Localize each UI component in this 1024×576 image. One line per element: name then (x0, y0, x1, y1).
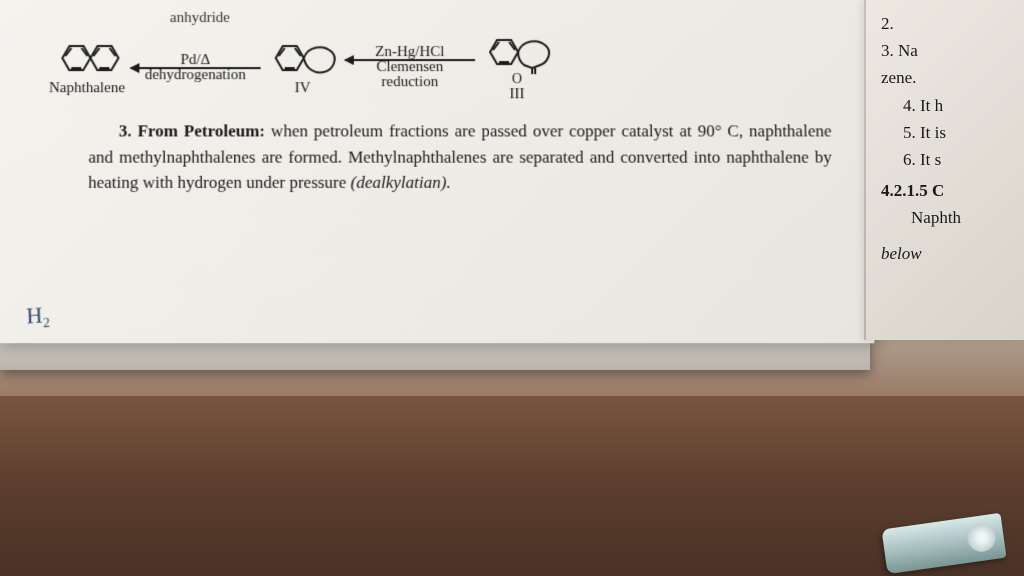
molecule-naphthalene: Naphthalene (49, 38, 126, 97)
rp-line6: 6. It s (903, 146, 1019, 173)
handwritten-annotation: H₂ (26, 302, 51, 330)
para-number: 3. (119, 121, 132, 140)
rp-line8: Naphth (911, 204, 1019, 231)
anhydride-fragment: anhydride (170, 10, 841, 27)
arrow-clemensen: Zn-Hg/HCl Clemensen reduction (345, 44, 475, 91)
desk-surface (0, 396, 1024, 576)
naphthalene-icon (52, 38, 123, 78)
arrow2-line (345, 59, 475, 61)
textbook-left-page: anhydride Naphthalene Pd/Δ dehydro (0, 0, 874, 343)
page-edge (0, 340, 870, 370)
rp-line4: 4. It h (903, 92, 1019, 119)
rp-line5: 5. It is (903, 119, 1019, 146)
arrow2-sub: reduction (381, 74, 438, 91)
arrow1-condition: dehydrogenation (145, 67, 246, 84)
iii-label: III (509, 86, 524, 103)
molecule-iii: O III (480, 32, 554, 103)
rp-line1: 2. (881, 10, 1019, 37)
arrow-dehydrogenation: Pd/Δ dehydrogenation (130, 52, 260, 84)
molecule-iv: IV (265, 38, 339, 97)
dialin-icon (265, 38, 339, 78)
iv-label: IV (294, 80, 310, 97)
textbook-right-page: 2. 3. Na zene. 4. It h 5. It is 6. It s … (864, 0, 1024, 340)
rp-line3: zene. (881, 64, 1019, 91)
rp-section: 4.2.1.5 C (881, 177, 1019, 204)
paragraph-petroleum: 3. From Petroleum: when petroleum fracti… (88, 118, 832, 195)
reaction-scheme: Naphthalene Pd/Δ dehydrogenation IV Zn-H… (49, 32, 841, 103)
rp-line9: below (881, 240, 1019, 267)
rp-line2: 3. Na (881, 37, 1019, 64)
tetralone-icon (480, 32, 554, 76)
para-lead: From Petroleum: (137, 121, 265, 140)
para-tail: (dealkylatian). (351, 173, 451, 192)
arrow1-line (130, 67, 260, 69)
naphthalene-label: Naphthalene (49, 80, 125, 97)
